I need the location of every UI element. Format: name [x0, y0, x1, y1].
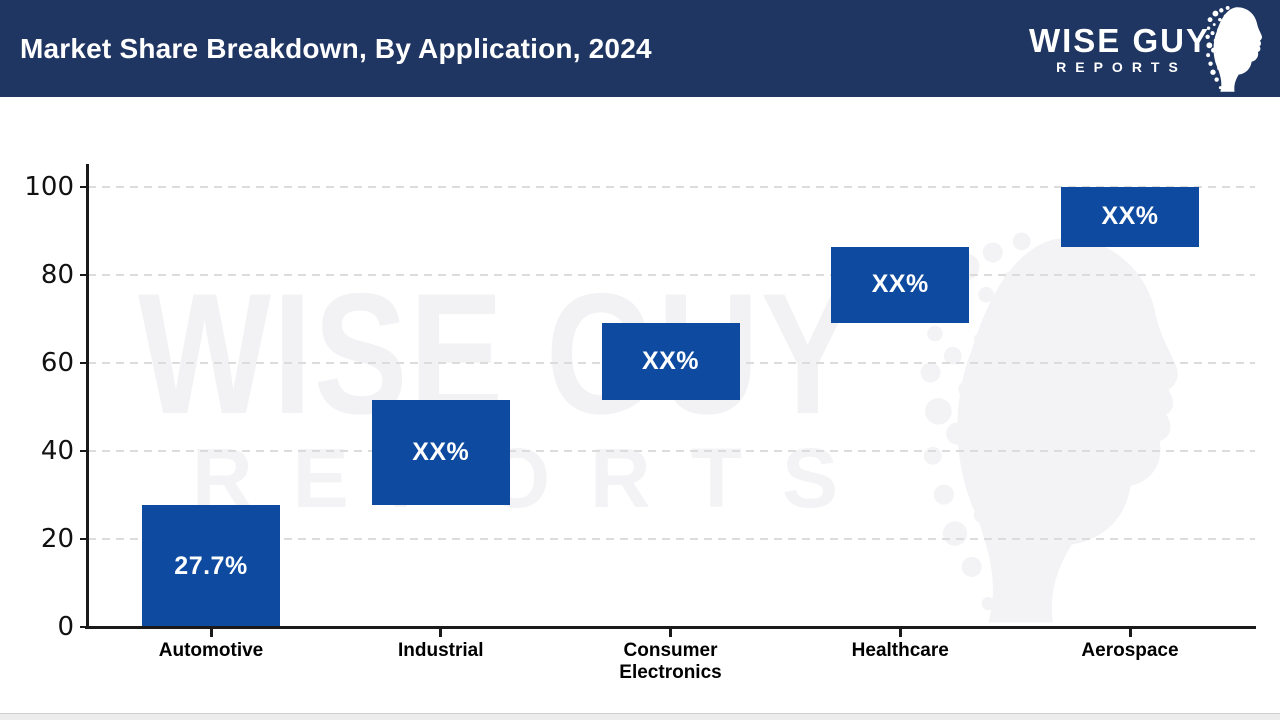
x-tick-1: [439, 629, 443, 637]
x-category-label: Consumer Electronics: [619, 640, 722, 683]
logo-wiseguy-label: WISE GUY: [1028, 21, 1210, 59]
bar-consumer-electronics: XX%: [601, 322, 740, 401]
bar-value-label: XX%: [412, 438, 470, 467]
x-category-label: Aerospace: [1081, 640, 1179, 661]
x-category-label: Automotive: [158, 640, 264, 661]
bar-healthcare: XX%: [831, 246, 970, 323]
footer-divider: [0, 713, 1280, 720]
bar-industrial: XX%: [371, 400, 510, 506]
x-tick-3: [898, 629, 902, 637]
x-axis-line: [85, 626, 1256, 629]
bar-aerospace: XX%: [1061, 187, 1199, 247]
x-tick-0: [209, 629, 213, 637]
x-category-label: Industrial: [397, 640, 484, 661]
y-tick-label-80: 80: [40, 260, 74, 290]
x-tick-4: [1128, 629, 1132, 637]
bar-value-label: XX%: [1101, 202, 1159, 231]
y-tick-label-60: 60: [40, 348, 74, 378]
gridline-20: [88, 538, 1255, 540]
y-axis-line: [86, 164, 89, 629]
wise-guy-reports-logo: WISE GUY REPORTS: [1029, 0, 1274, 97]
x-category-label: Healthcare: [851, 640, 949, 661]
y-tick-100: [80, 186, 88, 188]
x-tick-2: [669, 629, 672, 637]
bar-value-label: XX%: [871, 270, 929, 299]
y-tick-label-0: 0: [57, 612, 74, 642]
y-tick-0: [80, 626, 88, 628]
y-tick-20: [80, 538, 88, 540]
gridline-80: [88, 274, 1255, 276]
bar-value-label: XX%: [641, 346, 700, 375]
logo-reports-label: REPORTS: [1056, 58, 1187, 75]
watermark-text-reports: REPORTS: [192, 431, 879, 525]
logo-text: WISE GUY REPORTS: [1029, 24, 1210, 74]
y-tick-60: [80, 362, 88, 364]
y-tick-label-100: 100: [24, 172, 74, 202]
chart-title: Market Share Breakdown, By Application, …: [20, 32, 652, 64]
logo-head-icon: [1205, 5, 1262, 92]
bar-automotive: 27.7%: [142, 505, 280, 627]
y-tick-label-20: 20: [40, 524, 74, 554]
header-bar: Market Share Breakdown, By Application, …: [0, 0, 1280, 97]
gridline-40: [88, 450, 1255, 452]
y-tick-label-40: 40: [40, 436, 74, 466]
y-tick-80: [80, 274, 88, 276]
bar-value-label: 27.7%: [174, 551, 248, 580]
gridline-100: [88, 186, 1255, 188]
y-tick-40: [80, 450, 88, 452]
